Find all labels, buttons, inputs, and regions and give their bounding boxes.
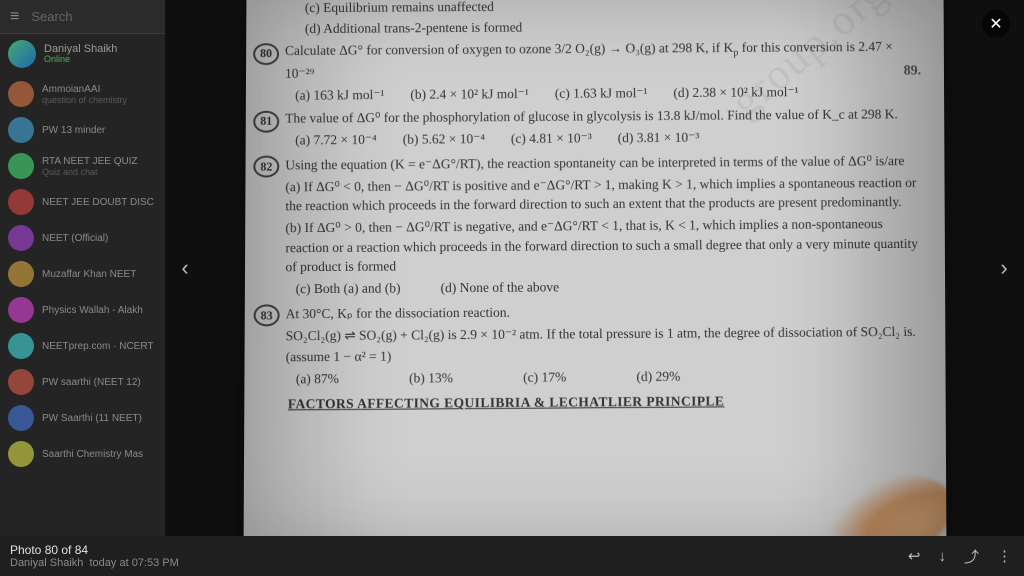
chat-item[interactable]: NEET JEE DOUBT DISC [0, 184, 165, 220]
q83-l1: At 30°C, Kₚ for the dissociation reactio… [285, 300, 928, 324]
chat-item[interactable]: PW Saarthi (11 NEET) [0, 400, 165, 436]
avatar [8, 81, 34, 107]
q82-lead: Using the equation (K = e⁻ΔG°/RT), the r… [285, 151, 926, 175]
avatar [8, 297, 34, 323]
q83-assume: (assume 1 − α² = 1) [285, 343, 928, 367]
photo-viewer: ‹ › group.org 89. (b) Equilibrium is shi… [165, 0, 1024, 536]
chat-item[interactable]: PW 13 minder [0, 112, 165, 148]
chat-item[interactable]: Saarthi Chemistry Mas [0, 436, 165, 472]
side-page-number: 89. [903, 61, 921, 81]
q83-b: (b) 13% [409, 368, 453, 388]
q80-b: (b) 2.4 × 10² kJ mol⁻¹ [410, 84, 529, 104]
chat-item[interactable]: NEETprep.com · NCERT [0, 328, 165, 364]
chat-item[interactable]: Physics Wallah - Alakh [0, 292, 165, 328]
q81-text: The value of ΔG⁰ for the phosphorylation… [285, 107, 898, 126]
chat-title: Saarthi Chemistry Mas [42, 449, 143, 460]
q83-a: (a) 87% [295, 369, 338, 389]
chat-subtitle: question of chemistry [42, 95, 127, 105]
chat-item[interactable]: Muzaffar Khan NEET [0, 256, 165, 292]
chat-title: NEET (Official) [42, 233, 108, 244]
chat-item[interactable]: AmmoianAAIquestion of chemistry [0, 76, 165, 112]
photo-info: Photo 80 of 84 Daniyal Shaikh today at 0… [10, 543, 179, 569]
forward-icon[interactable]: ⤴ [964, 546, 979, 567]
q83-l2: SO₂Cl₂(g) ⇌ SO₂(g) + Cl₂(g) is 2.9 × 10⁻… [285, 322, 928, 346]
photo-counter: Photo 80 of 84 [10, 543, 179, 557]
photo-content: group.org 89. (b) Equilibrium is shifted… [243, 0, 946, 552]
chat-title: AmmoianAAI [42, 84, 127, 95]
q80-d: (d) 2.38 × 10² kJ mol⁻¹ [673, 82, 798, 102]
close-button[interactable]: ✕ [982, 10, 1010, 38]
chat-title: PW Saarthi (11 NEET) [42, 413, 142, 424]
chat-title: NEETprep.com · NCERT [42, 341, 154, 352]
avatar [8, 153, 34, 179]
chat-title: PW 13 minder [42, 125, 105, 136]
q80-text-a: Calculate ΔG° for conversion of oxygen t… [285, 40, 733, 58]
line-d: (d) Additional trans-2-pentene is formed [286, 15, 924, 39]
me-status: Online [44, 55, 117, 65]
q80-options: (a) 163 kJ mol⁻¹ (b) 2.4 × 10² kJ mol⁻¹ … [295, 81, 925, 105]
q81-b: (b) 5.62 × 10⁻⁴ [402, 129, 484, 149]
prev-arrow[interactable]: ‹ [169, 243, 201, 293]
viewer-bottombar: Photo 80 of 84 Daniyal Shaikh today at 0… [0, 536, 1024, 576]
avatar [8, 261, 34, 287]
chat-sidebar: Daniyal Shaikh Online AmmoianAAIquestion… [0, 34, 165, 536]
more-icon[interactable]: ⋮ [997, 547, 1012, 565]
qnum-82: 82 [253, 156, 279, 178]
avatar [8, 225, 34, 251]
q82-cd: (c) Both (a) and (b) (d) None of the abo… [295, 274, 927, 298]
sidebar-me[interactable]: Daniyal Shaikh Online [0, 34, 165, 74]
avatar [8, 40, 36, 68]
chat-title: PW saarthi (NEET 12) [42, 377, 141, 388]
qnum-81: 81 [253, 111, 279, 133]
avatar [8, 333, 34, 359]
avatar [8, 405, 34, 431]
chat-title: Physics Wallah - Alakh [42, 305, 143, 316]
q83-d: (d) 29% [636, 366, 680, 386]
avatar [8, 441, 34, 467]
reply-icon[interactable]: ↩ [908, 547, 921, 565]
photo-time: today at 07:53 PM [90, 557, 179, 569]
chat-title: RTA NEET JEE QUIZ [42, 156, 138, 167]
q82-b: (b) If ΔG⁰ > 0, then − ΔG⁰/RT is negativ… [285, 214, 927, 277]
q80-a: (a) 163 kJ mol⁻¹ [295, 85, 384, 105]
page-text: 89. (b) Equilibrium is shifted in the … … [262, 0, 936, 421]
chat-title: Muzaffar Khan NEET [42, 269, 136, 280]
chat-subtitle: Quiz and chat [42, 167, 138, 177]
q81-options: (a) 7.72 × 10⁻⁴ (b) 5.62 × 10⁻⁴ (c) 4.81… [295, 126, 926, 150]
q82-a: (a) If ΔG⁰ < 0, then − ΔG⁰/RT is positiv… [285, 173, 927, 216]
chat-item[interactable]: PW saarthi (NEET 12) [0, 364, 165, 400]
q83-options: (a) 87% (b) 13% (c) 17% (d) 29% [295, 365, 928, 389]
avatar [8, 117, 34, 143]
chat-item[interactable]: NEET (Official) [0, 220, 165, 256]
next-arrow[interactable]: › [988, 243, 1020, 293]
q83-c: (c) 17% [523, 367, 566, 387]
q82-d: (d) None of the above [440, 277, 559, 297]
chat-item[interactable]: RTA NEET JEE QUIZQuiz and chat [0, 148, 165, 184]
q81-a: (a) 7.72 × 10⁻⁴ [295, 130, 377, 150]
section-heading: FACTORS AFFECTING EQUILIBRIA & LECHATLIE… [287, 390, 928, 414]
viewer-actions: ↩ ↓ ⤴ ⋮ [908, 546, 1012, 567]
avatar [8, 189, 34, 215]
download-icon[interactable]: ↓ [938, 548, 946, 565]
chat-list: AmmoianAAIquestion of chemistry PW 13 min… [0, 74, 165, 474]
photo-author: Daniyal Shaikh [10, 557, 83, 569]
q81-d: (d) 3.81 × 10⁻³ [617, 127, 699, 147]
q80-c: (c) 1.63 kJ mol⁻¹ [554, 83, 647, 103]
q81-c: (c) 4.81 × 10⁻³ [510, 128, 591, 148]
q82-c: (c) Both (a) and (b) [295, 278, 400, 298]
qnum-83: 83 [253, 304, 279, 326]
avatar [8, 369, 34, 395]
qnum-80: 80 [253, 43, 279, 65]
menu-icon[interactable]: ≡ [10, 8, 19, 26]
chat-title: NEET JEE DOUBT DISC [42, 197, 154, 208]
